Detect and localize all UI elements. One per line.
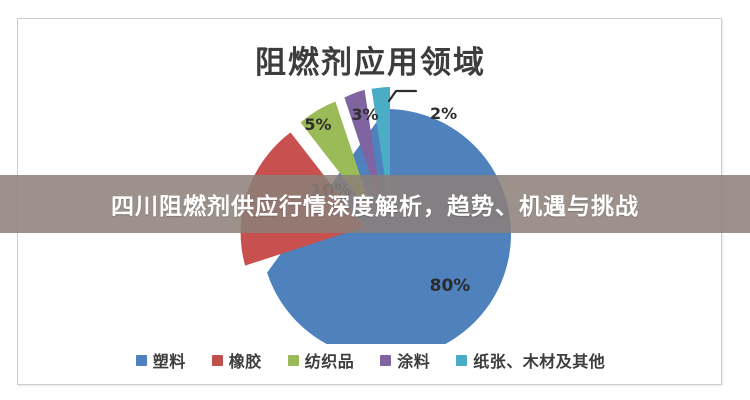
legend-item-textile[interactable]: 纺织品	[287, 348, 355, 372]
pie-label-paper-wood-other: 2%	[430, 104, 457, 123]
chart-title: 阻燃剂应用领域	[255, 45, 486, 81]
legend-swatch-icon	[287, 354, 299, 366]
overlay-headline-banner: 四川阻燃剂供应行情深度解析，趋势、机遇与挑战	[0, 175, 750, 233]
chart-legend: 塑料 橡胶 纺织品 涂料 纸张、木材及其他	[18, 348, 723, 372]
leader-line-paper-wood-other	[387, 89, 418, 103]
overlay-headline-text: 四川阻燃剂供应行情深度解析，趋势、机遇与挑战	[111, 194, 639, 220]
pie-label-coating: 3%	[351, 105, 378, 124]
legend-label: 纸张、木材及其他	[473, 352, 606, 371]
legend-swatch-icon	[135, 354, 147, 366]
legend-item-plastic[interactable]: 塑料	[135, 348, 186, 372]
legend-item-rubber[interactable]: 橡胶	[211, 348, 262, 372]
legend-label: 涂料	[397, 352, 431, 371]
legend-swatch-icon	[380, 354, 392, 366]
legend-item-paper-wood-other[interactable]: 纸张、木材及其他	[456, 348, 605, 372]
legend-label: 橡胶	[228, 352, 262, 371]
legend-label: 塑料	[152, 352, 186, 371]
pie-label-textile: 5%	[304, 115, 331, 134]
legend-swatch-icon	[456, 354, 468, 366]
pie-label-plastic: 80%	[430, 276, 471, 296]
legend-item-coating[interactable]: 涂料	[380, 348, 430, 372]
legend-label: 纺织品	[304, 352, 355, 371]
legend-swatch-icon	[211, 354, 223, 366]
